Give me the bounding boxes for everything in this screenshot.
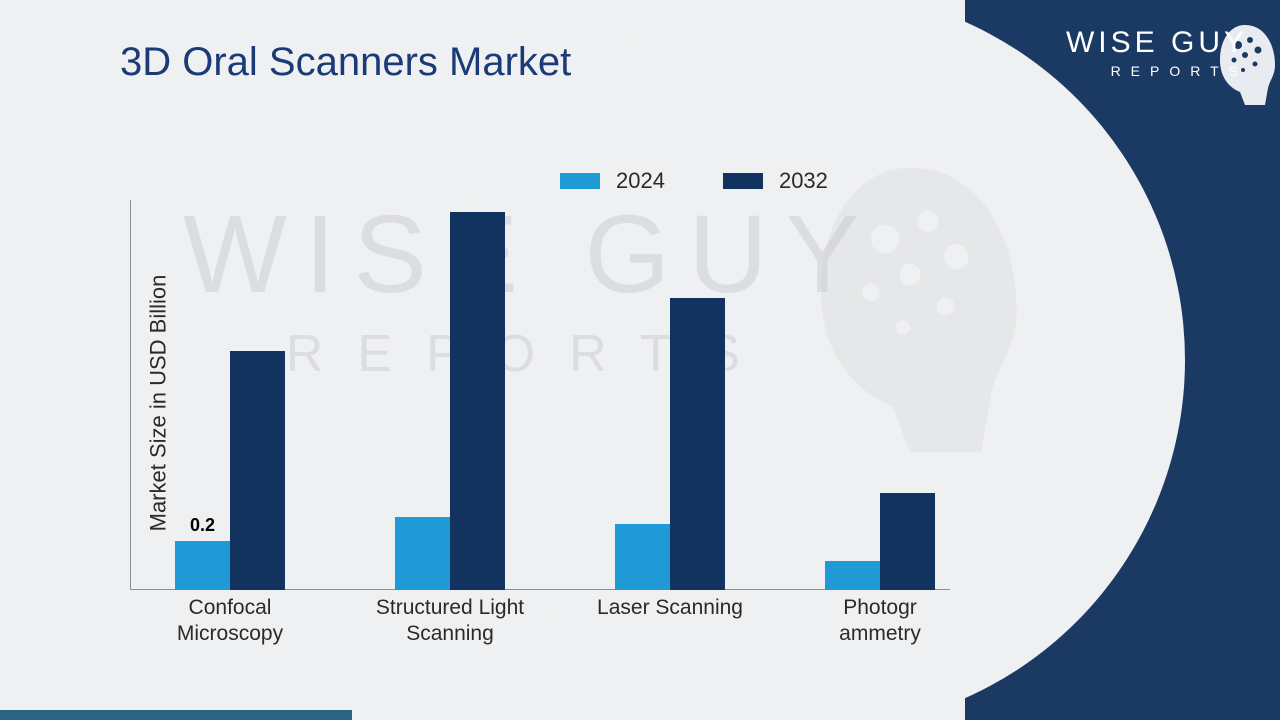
bar-group bbox=[395, 212, 505, 590]
brand-line2: REPORTS bbox=[1066, 64, 1248, 78]
bottom-accent-strip bbox=[0, 710, 352, 720]
legend-item: 2024 bbox=[560, 168, 665, 194]
bar-group bbox=[615, 298, 725, 591]
bar-value-label: 0.2 bbox=[190, 515, 215, 536]
legend: 2024 2032 bbox=[560, 168, 828, 194]
legend-label: 2032 bbox=[779, 168, 828, 194]
bar bbox=[880, 493, 935, 591]
legend-label: 2024 bbox=[616, 168, 665, 194]
bar-group bbox=[825, 493, 935, 591]
brand-line1: WISE GUY bbox=[1066, 28, 1248, 58]
bar: 0.2 bbox=[175, 541, 230, 590]
bar bbox=[450, 212, 505, 590]
x-axis-label: Confocal Microscopy bbox=[155, 595, 305, 648]
plot-area: 0.2 bbox=[130, 200, 950, 590]
canvas: WISE GUY REPORTS 3D Oral Scanners Market… bbox=[0, 0, 1280, 720]
legend-item: 2032 bbox=[723, 168, 828, 194]
bar-group: 0.2 bbox=[175, 351, 285, 590]
bar bbox=[395, 517, 450, 590]
legend-swatch bbox=[560, 173, 600, 189]
brand-logo: WISE GUY REPORTS bbox=[1066, 28, 1248, 78]
bar bbox=[825, 561, 880, 590]
bar bbox=[230, 351, 285, 590]
x-axis-label: Structured Light Scanning bbox=[375, 595, 525, 648]
legend-swatch bbox=[723, 173, 763, 189]
bar bbox=[615, 524, 670, 590]
y-axis-line bbox=[130, 200, 131, 590]
chart-title: 3D Oral Scanners Market bbox=[120, 40, 571, 85]
bar bbox=[670, 298, 725, 591]
x-axis-label: Photogr ammetry bbox=[820, 595, 940, 648]
x-axis-label: Laser Scanning bbox=[595, 595, 745, 621]
